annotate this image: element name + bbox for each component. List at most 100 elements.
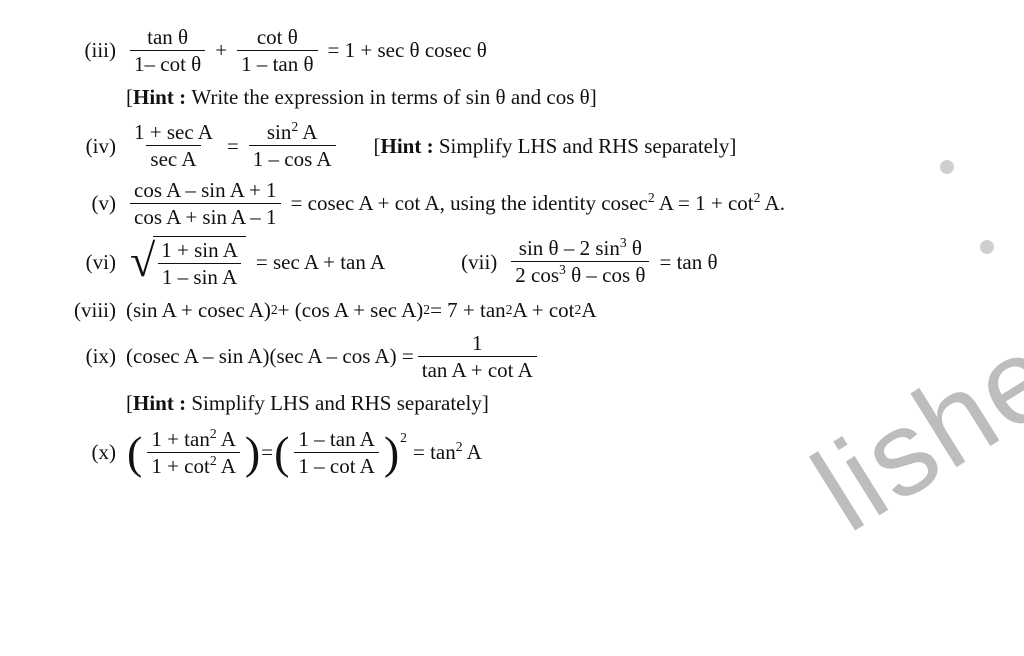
rhs-vii: = tan θ bbox=[659, 248, 717, 276]
frac-vii-den: 2 cos3 θ – cos θ bbox=[511, 261, 649, 286]
x-rhs-s: 2 bbox=[456, 439, 463, 454]
frac-x-2-num: 1 – tan A bbox=[294, 428, 378, 452]
x-rhs-a: = tan bbox=[413, 440, 456, 464]
frac-v-den: cos A + sin A – 1 bbox=[130, 203, 281, 228]
hint-word-iv: Hint : bbox=[381, 134, 434, 158]
frac-iv-l: 1 + sec A sec A bbox=[130, 121, 217, 170]
hint-ix: [Hint : Simplify LHS and RHS separately] bbox=[126, 389, 984, 417]
hint-iii: [Hint : [Hint : Write the expression in … bbox=[126, 83, 984, 111]
x-eq1: = bbox=[261, 438, 273, 466]
lparen-1: ( bbox=[127, 430, 142, 476]
eq-iii: tan θ 1– cot θ + cot θ 1 – tan θ = 1 + s… bbox=[126, 26, 493, 75]
frac-vii: sin θ – 2 sin3 θ 2 cos3 θ – cos θ bbox=[511, 237, 649, 286]
hint-visible-iii: Write the expression in terms of sin θ a… bbox=[191, 83, 596, 111]
hint-word-iii: Hint : bbox=[133, 83, 186, 111]
vii-num-a: sin θ – 2 sin bbox=[519, 236, 620, 260]
item-iv: (iv) 1 + sec A sec A = sin2 A 1 – cos A … bbox=[60, 121, 984, 170]
frac-ix: 1 tan A + cot A bbox=[418, 332, 537, 381]
label-iii: (iii) bbox=[60, 36, 126, 64]
label-viii: (viii) bbox=[60, 296, 126, 324]
x1nb: A bbox=[217, 427, 236, 451]
rhs-v-b: A = 1 + cot bbox=[655, 191, 754, 215]
frac-iii-2-num: cot θ bbox=[253, 26, 302, 50]
hint-iii-wrap: [Hint : [Hint : Write the expression in … bbox=[126, 83, 984, 111]
vii-num-s: 3 bbox=[620, 235, 627, 250]
frac-vi-num: 1 + sin A bbox=[157, 239, 242, 263]
vii-den-a: 2 cos bbox=[515, 263, 559, 287]
item-v: (v) cos A – sin A + 1 cos A + sin A – 1 … bbox=[60, 179, 984, 228]
label-iv: (iv) bbox=[60, 132, 126, 160]
frac-iv-r-den: 1 – cos A bbox=[249, 145, 336, 170]
rhs-v: = cosec A + cot A, using the identity co… bbox=[291, 189, 785, 217]
rhs-v-c: A. bbox=[760, 191, 785, 215]
vii-den-s: 3 bbox=[559, 262, 566, 277]
item-vi-vii: (vi) √ 1 + sin A 1 – sin A = sec A + tan… bbox=[60, 236, 984, 288]
x-rhs-b: A bbox=[463, 440, 482, 464]
eq-viii: (sin A + cosec A)2 + (cos A + sec A)2 = … bbox=[126, 296, 597, 324]
viii-c: = 7 + tan bbox=[430, 296, 506, 324]
frac-iv-r: sin2 A 1 – cos A bbox=[249, 121, 336, 170]
frac-iii-1-den: 1– cot θ bbox=[130, 50, 205, 75]
eq-ix: (cosec A – sin A)(sec A – cos A) = 1 tan… bbox=[126, 332, 541, 381]
frac-iii-2: cot θ 1 – tan θ bbox=[237, 26, 317, 75]
rhs-v-s1: 2 bbox=[648, 190, 655, 205]
frac-iv-l-num: 1 + sec A bbox=[130, 121, 217, 145]
frac-x-1: 1 + tan2 A 1 + cot2 A bbox=[147, 428, 240, 477]
item-viii: (viii) (sin A + cosec A)2 + (cos A + sec… bbox=[60, 296, 984, 324]
x1ds: 2 bbox=[210, 453, 217, 468]
frac-v: cos A – sin A + 1 cos A + sin A – 1 bbox=[130, 179, 281, 228]
sqrt-vi: √ 1 + sin A 1 – sin A bbox=[130, 236, 246, 288]
watermark-dot-icon bbox=[940, 160, 954, 174]
frac-ix-num: 1 bbox=[468, 332, 487, 356]
hint-text-ix: Simplify LHS and RHS separately] bbox=[191, 389, 488, 417]
frac-iii-1-num: tan θ bbox=[143, 26, 192, 50]
x1da: 1 + cot bbox=[151, 454, 210, 478]
label-vi: (vi) bbox=[60, 248, 126, 276]
label-ix: (ix) bbox=[60, 342, 126, 370]
hint-iv: [Hint : Simplify LHS and RHS separately] bbox=[374, 132, 737, 160]
item-x: (x) ( 1 + tan2 A 1 + cot2 A ) = ( 1 – ta… bbox=[60, 428, 984, 477]
frac-vi-den: 1 – sin A bbox=[158, 263, 241, 288]
viii-d: A + cot bbox=[513, 296, 575, 324]
watermark-dot-icon bbox=[980, 240, 994, 254]
eq-iv: 1 + sec A sec A = sin2 A 1 – cos A [Hint… bbox=[126, 121, 736, 170]
item-ix: (ix) (cosec A – sin A)(sec A – cos A) = … bbox=[60, 332, 984, 381]
frac-ix-den: tan A + cot A bbox=[418, 356, 537, 381]
sqrt-arg: 1 + sin A 1 – sin A bbox=[153, 236, 246, 288]
rhs-iii: = 1 + sec θ cosec θ bbox=[328, 36, 487, 64]
viii-e: A bbox=[581, 296, 596, 324]
page: (iii) tan θ 1– cot θ + cot θ 1 – tan θ =… bbox=[0, 0, 1024, 503]
frac-iii-2-den: 1 – tan θ bbox=[237, 50, 317, 75]
rhs-v-a: = cosec A + cot A, using the identity co… bbox=[291, 191, 648, 215]
vii-num-b: θ bbox=[627, 236, 642, 260]
lparen-2: ( bbox=[274, 430, 289, 476]
rparen-2: ) bbox=[384, 430, 399, 476]
label-v: (v) bbox=[60, 189, 126, 217]
iv-r-num-b: A bbox=[298, 120, 317, 144]
frac-iv-l-den: sec A bbox=[146, 145, 200, 170]
label-x: (x) bbox=[60, 438, 126, 466]
frac-x-2-den: 1 – cot A bbox=[294, 452, 378, 477]
radical-icon: √ bbox=[130, 238, 155, 290]
frac-v-num: cos A – sin A + 1 bbox=[130, 179, 281, 203]
hint-word-ix: Hint : bbox=[133, 389, 186, 417]
rhs-vi: = sec A + tan A bbox=[256, 248, 385, 276]
eq-sign-iv: = bbox=[227, 132, 239, 160]
plus-iii: + bbox=[215, 36, 227, 64]
x1na: 1 + tan bbox=[151, 427, 210, 451]
eq-vi-vii: √ 1 + sin A 1 – sin A = sec A + tan A (v… bbox=[126, 236, 984, 288]
x-rhs: = tan2 A bbox=[413, 438, 482, 466]
viii-a: (sin A + cosec A) bbox=[126, 296, 271, 324]
frac-x-1-num: 1 + tan2 A bbox=[147, 428, 240, 452]
ix-lhs: (cosec A – sin A)(sec A – cos A) = bbox=[126, 342, 414, 370]
eq-v: cos A – sin A + 1 cos A + sin A – 1 = co… bbox=[126, 179, 791, 228]
label-vii: (vii) bbox=[461, 248, 507, 276]
item-iii: (iii) tan θ 1– cot θ + cot θ 1 – tan θ =… bbox=[60, 26, 984, 75]
iv-r-num-a: sin bbox=[267, 120, 292, 144]
rparen-1: ) bbox=[245, 430, 260, 476]
vii-den-b: θ – cos θ bbox=[566, 263, 646, 287]
frac-x-1-den: 1 + cot2 A bbox=[147, 452, 240, 477]
frac-iv-r-num: sin2 A bbox=[263, 121, 322, 145]
hint-ix-wrap: [Hint : Simplify LHS and RHS separately] bbox=[126, 389, 984, 417]
eq-x: ( 1 + tan2 A 1 + cot2 A ) = ( 1 – tan A … bbox=[126, 428, 488, 477]
